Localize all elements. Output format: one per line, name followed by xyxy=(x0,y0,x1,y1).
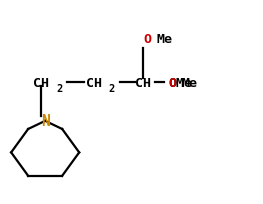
Text: CH: CH xyxy=(33,76,49,89)
Text: N: N xyxy=(41,114,49,129)
Text: 2: 2 xyxy=(109,83,115,93)
Text: Me: Me xyxy=(157,33,173,46)
Text: O: O xyxy=(143,33,151,46)
Text: 2: 2 xyxy=(57,83,63,93)
Text: O: O xyxy=(168,76,176,89)
Text: OMe: OMe xyxy=(168,76,192,89)
Text: CH: CH xyxy=(135,76,151,89)
Text: CH: CH xyxy=(85,76,102,89)
Text: Me: Me xyxy=(182,76,198,89)
